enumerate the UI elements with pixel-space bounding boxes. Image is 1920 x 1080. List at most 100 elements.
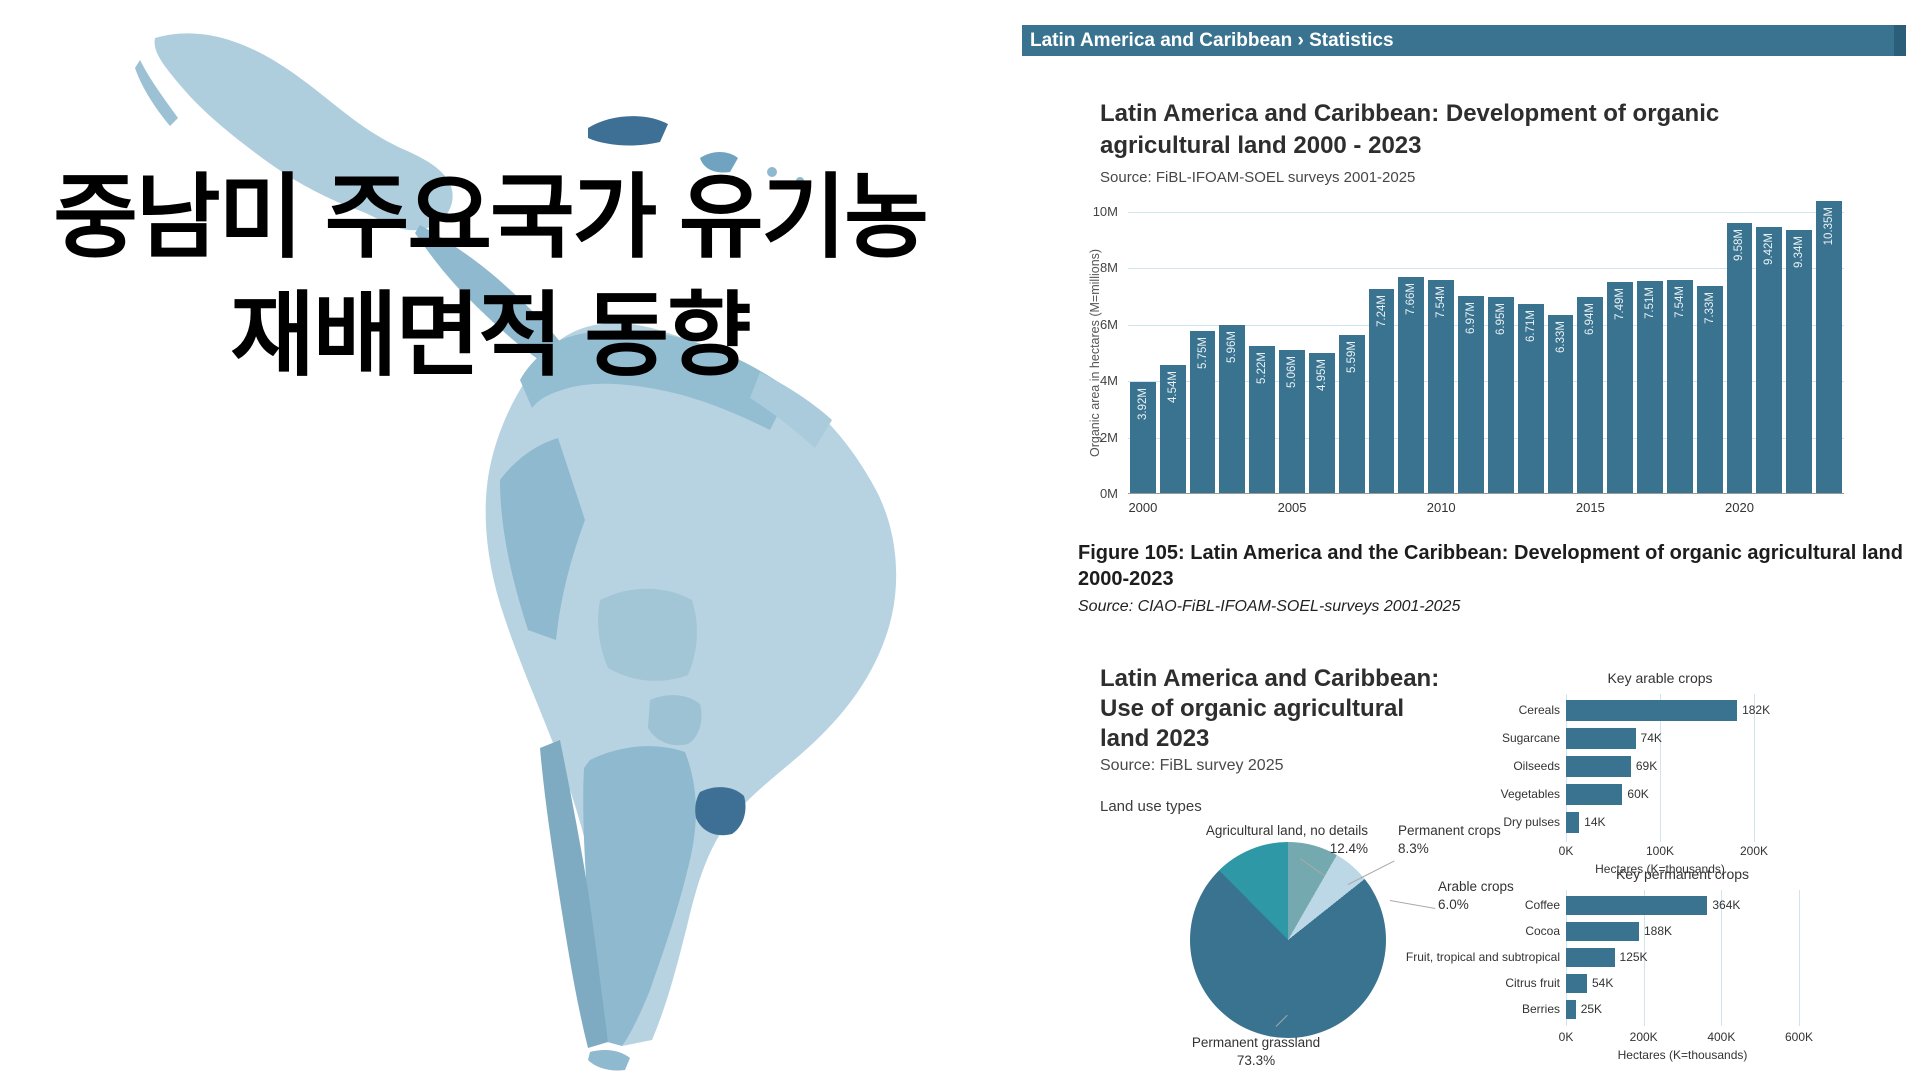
bar-row: Citrus fruit 54K [1448, 970, 1848, 996]
value-label: 69K [1635, 759, 1658, 773]
map-region-colombia-venezuela [520, 330, 790, 430]
development-chart-title: Latin America and Caribbean: Development… [1100, 100, 1720, 160]
gridline [1128, 212, 1844, 213]
bar-2007: 5.59M [1338, 335, 1365, 493]
bar-row: Sugarcane 74K [1448, 724, 1848, 752]
bar-2004: 5.22M [1249, 345, 1276, 493]
x-tick [1396, 500, 1426, 515]
pie-label-pct: 12.4% [1329, 840, 1368, 856]
development-bar-chart: 3.92M 4.54M 5.75M 5.96M 5.22M 5.06M 4.95M 5.59M… [1128, 201, 1844, 494]
y-tick: 10M [1092, 204, 1118, 219]
category-label: Oilseeds [1513, 759, 1560, 773]
bar-value-label: 5.06M [1286, 356, 1299, 389]
map-region-cuba [588, 116, 668, 146]
x-tick: 2000 [1128, 500, 1158, 515]
figure-caption-source: Source: CIAO-FiBL-IFOAM-SOEL-surveys 200… [1078, 598, 1461, 615]
bar-cocoa [1566, 921, 1639, 941]
chart-bars: Cereals 182K Sugarcane 74K Oilseeds 69K Vegeta… [1448, 696, 1848, 836]
bar-2000: 3.92M [1130, 382, 1156, 493]
x-tick [1188, 500, 1218, 515]
x-tick-label: 100K [1645, 844, 1675, 858]
x-axis-ticks: 0K 100K 200K [1448, 844, 1848, 860]
map-region-central-america [415, 225, 568, 366]
map-region-island [796, 177, 804, 185]
bar-track: 14K [1566, 811, 1754, 833]
category-label: Vegetables [1500, 787, 1560, 801]
gridline [1128, 324, 1844, 326]
x-tick-label: 200K [1629, 1030, 1658, 1044]
y-tick: 4M [1099, 373, 1118, 389]
bar-row: Vegetables 60K [1448, 780, 1848, 808]
category-label: Sugarcane [1501, 731, 1560, 745]
land-use-subtitle: Land use types [1100, 798, 1202, 815]
bar-track: 125K [1566, 947, 1799, 967]
bar-row: Dry pulses 14K [1448, 808, 1848, 836]
bar-fruit-tropical-and-subtropical [1566, 947, 1615, 967]
x-tick: 2015 [1575, 500, 1605, 515]
bar-2017: 7.51M [1637, 281, 1663, 493]
figure-caption: Figure 105: Latin America and the Caribb… [1078, 542, 1903, 590]
map-region-argentina [583, 746, 696, 1046]
key-arable-crops-title: Key arable crops [1607, 670, 1713, 686]
category-label: Cereals [1518, 703, 1560, 717]
map-region-peru [500, 438, 585, 640]
bar-row: Oilseeds 69K [1448, 752, 1848, 780]
pie-label-text: Agricultural land, no details [1205, 823, 1368, 838]
bar-2011: 6.97M [1458, 296, 1484, 493]
map-region-paraguay [648, 695, 702, 746]
value-label: 364K [1712, 898, 1741, 912]
x-axis-ticks: 0K 200K 400K 600K [1448, 1030, 1848, 1046]
bar-track: 60K [1566, 783, 1754, 805]
key-permanent-crops-title: Key permanent crops [1615, 866, 1750, 882]
x-tick [1814, 500, 1844, 515]
land-use-title-line-3: land 2023 [1100, 725, 1210, 753]
map-region-guianas [750, 372, 832, 448]
category-label: Berries [1521, 1002, 1560, 1016]
bar-2008: 7.24M [1368, 288, 1395, 493]
bar-value-label: 5.75M [1196, 336, 1209, 369]
bar-2002: 5.75M [1189, 330, 1216, 493]
y-tick: 2M [1099, 429, 1118, 445]
x-tick [1456, 500, 1486, 515]
bar-track: 364K [1566, 895, 1799, 915]
slide-title-line-1: 중남미 주요국가 유기농 [53, 167, 929, 269]
bar-dry-pulses [1566, 811, 1580, 833]
bar-value-label: 7.33M [1703, 292, 1716, 325]
bar-berries [1566, 999, 1576, 1019]
bar-vegetables [1566, 783, 1623, 805]
gridline [1754, 694, 1755, 842]
x-tick: 2010 [1426, 500, 1456, 515]
bar-value-label: 6.95M [1494, 303, 1507, 335]
pie-label-arable-crops: Arable crops 6.0% [1438, 878, 1514, 913]
bar-2022: 9.34M [1786, 229, 1813, 493]
chart-gridlines [1128, 212, 1844, 493]
bar-value-label: 7.24M [1375, 294, 1388, 327]
land-use-source: Source: FiBL survey 2025 [1100, 757, 1284, 774]
bar-value-label: 7.66M [1405, 283, 1418, 315]
x-tick [1337, 500, 1367, 515]
breadcrumb[interactable]: Latin America and Caribbean › Statistics [1022, 25, 1906, 56]
bar-2009: 7.66M [1398, 277, 1425, 493]
bar-value-label: 5.96M [1226, 330, 1239, 363]
x-tick: 2020 [1725, 500, 1754, 515]
bar-2013: 6.71M [1517, 303, 1544, 493]
x-tick [1486, 500, 1516, 515]
y-tick: 0M [1099, 486, 1118, 501]
value-label: 14K [1584, 815, 1606, 829]
map-region-chile [540, 740, 608, 1048]
x-tick [1665, 500, 1695, 515]
map-region-south-america [485, 323, 897, 1046]
x-tick [1158, 500, 1188, 515]
pie-label-pct: 73.3% [1236, 1052, 1276, 1068]
x-tick [1605, 500, 1635, 515]
x-axis-ticks: 2000 2005 2010 2015 2020 [1128, 500, 1844, 515]
bar-value-label: 10.35M [1822, 207, 1835, 246]
x-tick [1784, 500, 1814, 515]
y-tick: 6M [1099, 316, 1118, 332]
pie-label-agricultural-land: Agricultural land, no details 12.4% [1100, 822, 1368, 857]
bar-row: Coffee 364K [1448, 892, 1848, 918]
land-use-pie-chart [1190, 842, 1386, 1038]
gridline [1643, 890, 1645, 1026]
key-permanent-crops-chart: Key permanent crops Coffee 364K Cocoa 188K F… [1406, 866, 1848, 1066]
